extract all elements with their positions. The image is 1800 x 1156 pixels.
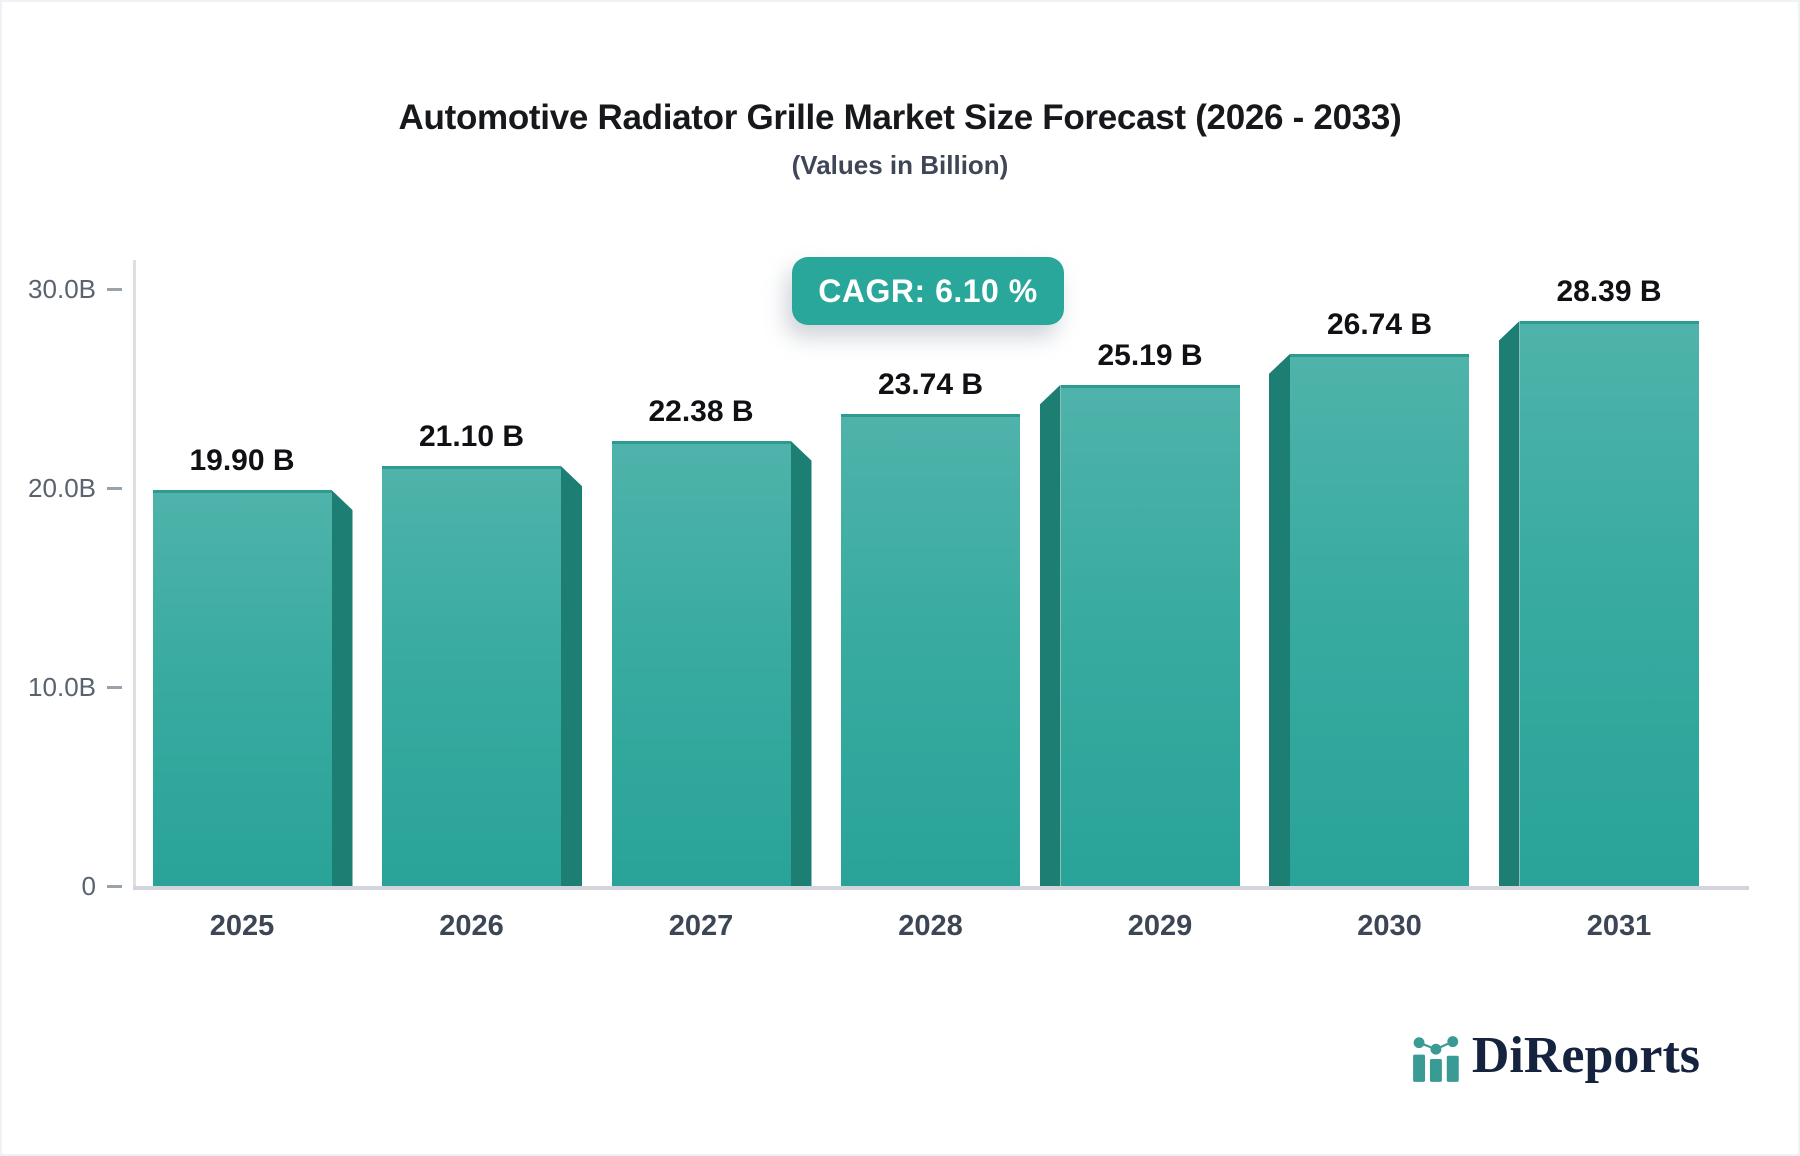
bar-value-label-2029: 25.19 B — [1097, 338, 1203, 372]
bar-2027 — [611, 440, 791, 886]
x-axis-label-2025: 2025 — [209, 910, 275, 942]
bar-value-label-2031: 28.39 B — [1556, 275, 1662, 309]
bar-value-label-2030: 26.74 B — [1326, 307, 1433, 341]
bar-3d-side-2030 — [1269, 353, 1290, 886]
bar-value-label-2027: 22.38 B — [648, 394, 754, 428]
y-axis-line — [133, 260, 136, 888]
y-tick-mark-0 — [107, 885, 122, 888]
mini-bar-line-chart-icon — [1412, 1036, 1459, 1082]
x-axis-label-2028: 2028 — [898, 910, 963, 942]
bar-value-label-2025: 19.90 B — [189, 443, 295, 477]
x-axis-label-2027: 2027 — [668, 910, 734, 942]
x-axis-label-2029: 2029 — [1127, 910, 1193, 942]
bar-3d-side-2025 — [331, 489, 353, 886]
bar-3d-side-2031 — [1498, 321, 1520, 886]
logo-text: DiReports — [1471, 1027, 1700, 1084]
bar-2026 — [382, 466, 561, 886]
chart-title: Automotive Radiator Grille Market Size F… — [398, 98, 1402, 137]
y-tick-label-20.0B: 20.0B — [28, 473, 96, 503]
y-tick-label-10.0B: 10.0B — [28, 672, 96, 702]
y-tick-label-30.0B: 30.0B — [28, 274, 96, 304]
y-tick-label-0: 0 — [81, 871, 96, 901]
bar-2030 — [1290, 353, 1469, 886]
bar-2029 — [1060, 384, 1240, 886]
y-tick-mark-30.0B — [107, 288, 122, 291]
y-tick-mark-10.0B — [107, 686, 122, 689]
bar-3d-side-2029 — [1039, 384, 1061, 886]
chart-subtitle: (Values in Billion) — [791, 150, 1009, 180]
direports-logo: DiReports — [1412, 1030, 1700, 1082]
bar-value-label-2026: 21.10 B — [418, 420, 525, 454]
bar-2025 — [152, 489, 332, 886]
cagr-badge: CAGR: 6.10 % — [792, 257, 1064, 325]
x-axis-label-2031: 2031 — [1586, 910, 1652, 942]
bar-value-label-2028: 23.74 B — [877, 367, 984, 401]
x-axis-label-2026: 2026 — [439, 910, 504, 942]
bar-3d-side-2027 — [790, 440, 812, 886]
bar-2031 — [1519, 321, 1699, 886]
y-tick-mark-20.0B — [107, 487, 122, 490]
cagr-badge-label: CAGR: 6.10 % — [818, 272, 1038, 309]
bar-3d-side-2026 — [561, 466, 582, 886]
x-axis-label-2030: 2030 — [1357, 910, 1422, 942]
x-axis-baseline — [133, 886, 1749, 890]
bar-2028 — [841, 413, 1020, 886]
